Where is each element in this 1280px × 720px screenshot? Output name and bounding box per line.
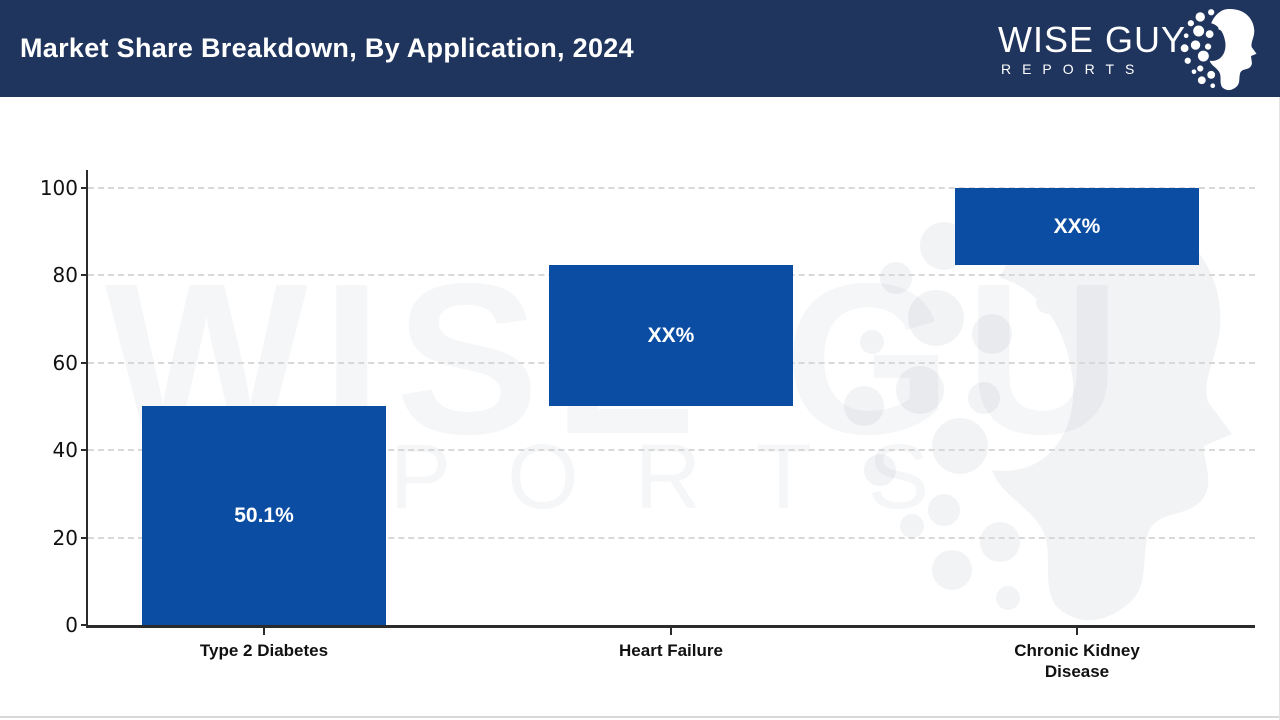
bar-value-label: XX% [1053,214,1101,238]
bar-value-label: 50.1% [234,503,294,527]
y-axis-line [86,170,88,628]
watermark-face-icon [844,205,1232,621]
wise-guy-reports-logo: WISE GUY REPORTS [998,6,1262,92]
bar-heart-failure: XX% [549,265,793,407]
logo-wordmark: WISE GUY [997,18,1186,60]
y-tick-label-0: 0 [65,613,78,637]
y-tick-mark-0 [81,624,88,626]
y-tick-mark-100 [81,187,88,189]
y-tick-label-40: 40 [52,438,78,463]
logo-face-icon [1180,8,1257,90]
y-tick-mark-60 [81,361,88,364]
bar-type-2-diabetes: 50.1% [142,406,386,625]
x-category-label: Type 2 Diabetes [199,641,329,660]
bar-value-label: XX% [647,323,695,347]
y-tick-label-100: 100 [39,176,78,200]
y-tick-mark-20 [81,536,88,539]
y-tick-label-80: 80 [52,263,78,288]
y-tick-mark-80 [81,274,88,277]
bottom-divider [0,716,1280,718]
x-category-label: Heart Failure [619,641,723,660]
x-tick-mark-2 [670,628,672,635]
gridline-100 [88,187,1255,189]
logo-subtitle: REPORTS [1000,60,1146,77]
x-tick-mark-3 [1076,628,1078,635]
gridline-20 [88,536,1255,539]
x-tick-mark-1 [263,628,265,635]
page-title: Market Share Breakdown, By Application, … [20,33,634,63]
x-category-label: Chronic Kidney Disease [1014,641,1140,682]
gridline-40 [88,449,1255,452]
header-bar: Market Share Breakdown, By Application, … [0,0,1280,97]
y-tick-label-60: 60 [52,350,78,375]
x-axis-line [86,625,1255,628]
logo-text: WISE GUY REPORTS [997,18,1186,77]
bar-chronic-kidney-disease: XX% [955,188,1199,266]
y-tick-mark-40 [81,449,88,452]
y-tick-label-20: 20 [52,525,78,550]
